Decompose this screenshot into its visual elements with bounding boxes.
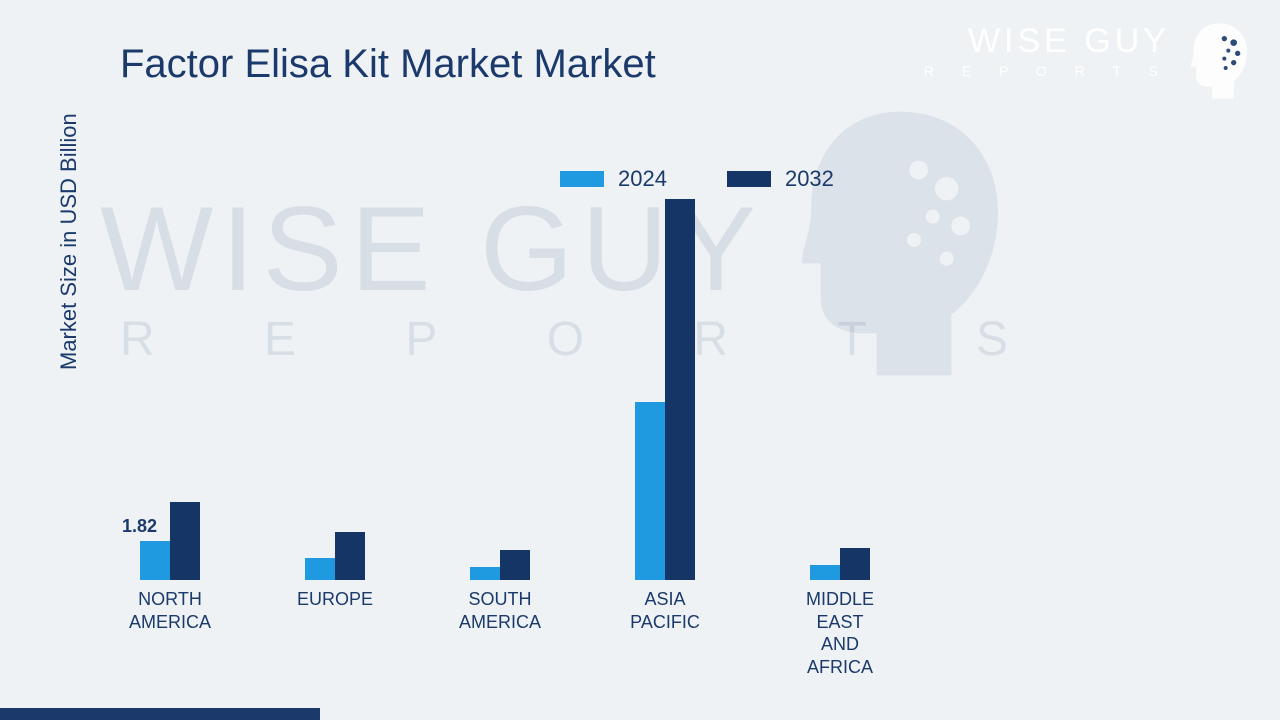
chart-title: Factor Elisa Kit Market Market [120,42,656,87]
bar-group [470,550,530,580]
footer-accent-bar [0,708,320,720]
brand-name: WISE GUY [924,22,1170,61]
bar [840,548,870,581]
bar [140,541,170,580]
x-tick-label: EUROPE [280,588,390,611]
plot-area: 1.82 [120,190,950,580]
bar [665,199,695,580]
brand-logo: WISE GUY R E P O R T S [924,22,1170,79]
brand-subtitle: R E P O R T S [924,63,1170,79]
bar [500,550,530,580]
bar [810,565,840,580]
legend-swatch-2032 [727,171,771,187]
legend-item-2032: 2032 [727,166,834,192]
bar-group [635,199,695,580]
bar [635,402,665,580]
legend: 2024 2032 [560,166,834,192]
x-tick-label: NORTHAMERICA [115,588,225,633]
x-axis-labels: NORTHAMERICAEUROPESOUTHAMERICAASIAPACIFI… [120,588,950,698]
bar [170,502,200,580]
bar-group [140,502,200,580]
legend-swatch-2024 [560,171,604,187]
y-axis-label: Market Size in USD Billion [56,113,82,370]
bar [305,558,335,580]
legend-label: 2024 [618,166,667,192]
x-tick-label: MIDDLEEASTANDAFRICA [785,588,895,678]
legend-label: 2032 [785,166,834,192]
bar [335,532,365,580]
brand-head-icon [1184,20,1254,100]
bar-group [305,532,365,580]
bar-value-label: 1.82 [122,516,157,537]
x-tick-label: ASIAPACIFIC [610,588,720,633]
legend-item-2024: 2024 [560,166,667,192]
bar-group [810,548,870,581]
chart-canvas: WISE GUY R E P O R T S WISE GUY R E P O … [0,0,1280,720]
bar [470,567,500,580]
x-tick-label: SOUTHAMERICA [445,588,555,633]
